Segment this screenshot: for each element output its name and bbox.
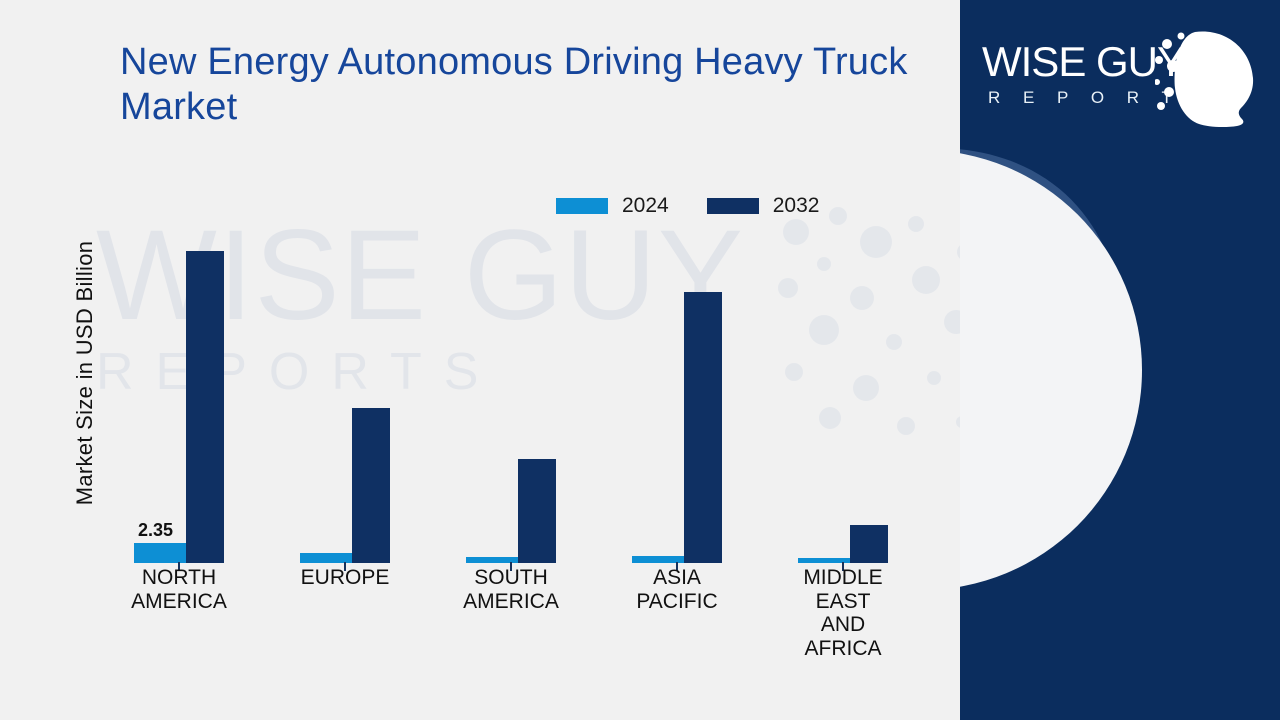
brand-circle-dots-icon: [960, 150, 1142, 590]
x-axis-label-line: AMERICA: [463, 589, 559, 613]
x-axis-label-line: SOUTH: [474, 566, 548, 589]
bar-pair: [760, 180, 926, 563]
x-axis-label-line: EUROPE: [300, 566, 390, 589]
x-axis-label: ASIA PACIFIC: [594, 566, 760, 660]
x-axis-tick: [344, 562, 346, 571]
x-axis-label: SOUTH AMERICA: [428, 566, 594, 660]
chart-legend: 2024 2032: [556, 194, 819, 218]
x-axis-label: MIDDLE EAST AND AFRICA: [760, 566, 926, 660]
bar-group: [262, 180, 428, 571]
bar-pair: [262, 180, 428, 563]
bar-2032[interactable]: [850, 524, 888, 563]
x-axis-label-line: ASIA: [653, 566, 701, 589]
bar-2024[interactable]: [798, 558, 850, 563]
bar-2032[interactable]: [518, 459, 556, 563]
x-axis-label-line: PACIFIC: [636, 589, 718, 613]
x-axis-tick: [676, 562, 678, 571]
bar-group: [428, 180, 594, 571]
page-title: New Energy Autonomous Driving Heavy Truc…: [120, 41, 908, 128]
brand-head-profile-icon: [1155, 31, 1254, 128]
bar-2032[interactable]: [186, 251, 224, 563]
bar-pair: [428, 180, 594, 563]
x-axis-label: EUROPE: [262, 566, 428, 660]
chart-area: WISE GUY REPORTS New Energy Autonomou: [72, 41, 960, 660]
bar-group: [594, 180, 760, 571]
bar-pair: [96, 180, 262, 563]
legend-swatch-2024: [556, 198, 608, 214]
bar-2024[interactable]: [300, 553, 352, 563]
legend-label-2032: 2032: [772, 194, 820, 217]
legend-item-2032[interactable]: 2032: [706, 194, 820, 218]
bar-2032[interactable]: [684, 291, 722, 563]
x-axis-label-line: EAST: [815, 589, 871, 613]
x-axis-label-line: AND: [820, 613, 866, 637]
legend-item-2024[interactable]: 2024: [556, 194, 669, 218]
bar-2032[interactable]: [352, 408, 390, 563]
bar-value-label: 2.35: [138, 520, 174, 541]
x-axis-tick: [842, 562, 844, 571]
brand-panel: WISE GUY R E P O R T S: [960, 0, 1280, 720]
bar-2024[interactable]: [134, 543, 186, 563]
bar-2024[interactable]: [466, 557, 518, 563]
x-axis-tick: [178, 562, 180, 571]
x-axis-label: NORTH AMERICA: [96, 566, 262, 660]
x-axis-label-line: NORTH: [141, 566, 217, 589]
bar-2024[interactable]: [632, 556, 684, 563]
brand-logo-wordmark: WISE GUY: [982, 38, 1185, 85]
legend-swatch-2032: [706, 198, 759, 214]
x-axis-label-line: AFRICA: [804, 636, 882, 660]
y-axis-title: Market Size in USD Billion: [72, 240, 97, 506]
x-axis-label-line: MIDDLE: [803, 566, 883, 589]
brand-logo-subtitle: R E P O R T S: [988, 88, 1215, 107]
chart-plot: 2.35: [96, 180, 926, 571]
bar-pair: [594, 180, 760, 563]
x-axis-label-line: AMERICA: [131, 589, 227, 613]
x-axis-labels: NORTH AMERICA EUROPE SOUTH AMERICA ASIA PACIFI…: [96, 566, 926, 660]
x-axis-tick: [510, 562, 512, 571]
bar-group: [760, 180, 926, 571]
bar-group: 2.35: [96, 180, 262, 571]
brand-logo[interactable]: WISE GUY R E P O R T S: [982, 30, 1254, 128]
legend-label-2024: 2024: [622, 194, 669, 217]
